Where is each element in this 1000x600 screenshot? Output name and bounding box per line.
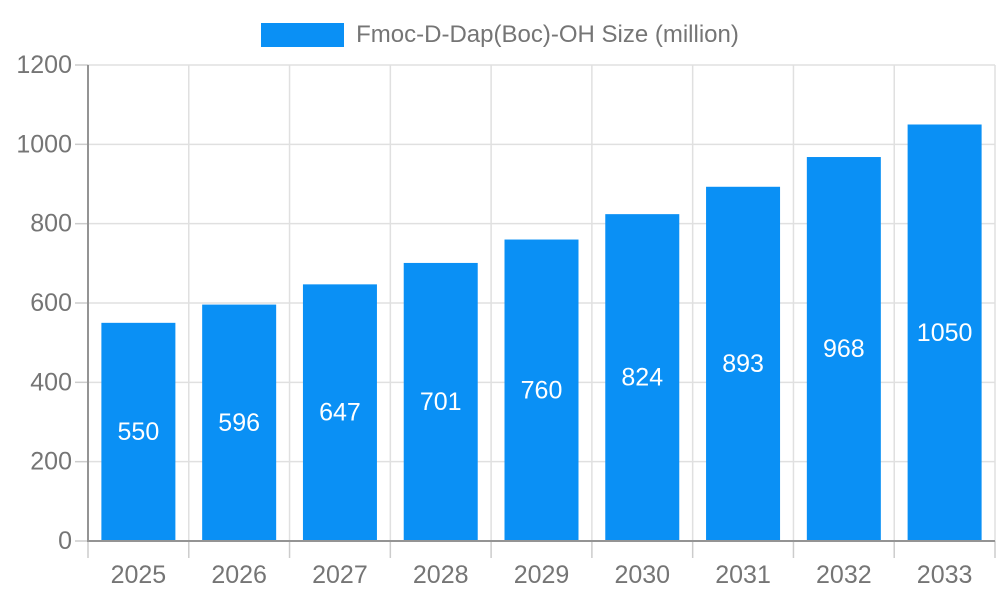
bar-2029 bbox=[504, 239, 579, 542]
bar-2025 bbox=[101, 322, 176, 541]
x-category-label: 2029 bbox=[514, 561, 570, 589]
bar-value-label: 596 bbox=[218, 409, 260, 437]
bar-value-label: 824 bbox=[621, 364, 663, 392]
bar-value-label: 893 bbox=[722, 350, 764, 378]
x-category-label: 2032 bbox=[816, 561, 872, 589]
bar-value-label: 760 bbox=[521, 376, 563, 404]
bar-2027 bbox=[302, 284, 377, 541]
y-tick-label: 0 bbox=[58, 527, 72, 555]
x-category-label: 2033 bbox=[917, 561, 973, 589]
y-tick-label: 1200 bbox=[16, 51, 72, 79]
y-tick-label: 400 bbox=[30, 368, 72, 396]
y-tick-label: 200 bbox=[30, 448, 72, 476]
legend-swatch bbox=[261, 23, 345, 47]
y-tick-label: 600 bbox=[30, 289, 72, 317]
bar-value-label: 968 bbox=[823, 335, 865, 363]
bar-2028 bbox=[403, 262, 478, 541]
x-category-label: 2026 bbox=[211, 561, 267, 589]
x-category-label: 2028 bbox=[413, 561, 469, 589]
legend: Fmoc-D-Dap(Boc)-OH Size (million) bbox=[0, 21, 1000, 49]
bar-value-label: 647 bbox=[319, 399, 361, 427]
bar-2032 bbox=[806, 157, 881, 541]
bar-2030 bbox=[605, 214, 680, 541]
bar-value-label: 1050 bbox=[917, 319, 973, 347]
bar-2031 bbox=[706, 186, 781, 541]
x-category-label: 2027 bbox=[312, 561, 368, 589]
bar-value-label: 550 bbox=[118, 418, 160, 446]
legend-label: Fmoc-D-Dap(Boc)-OH Size (million) bbox=[356, 21, 739, 48]
bar-value-label: 701 bbox=[420, 388, 462, 416]
bar-2033 bbox=[907, 124, 982, 541]
y-tick-label: 1000 bbox=[16, 130, 72, 158]
y-tick-label: 800 bbox=[30, 210, 72, 238]
x-category-label: 2030 bbox=[614, 561, 670, 589]
x-category-label: 2031 bbox=[715, 561, 771, 589]
x-category-label: 2025 bbox=[111, 561, 167, 589]
bar-2026 bbox=[202, 304, 277, 541]
